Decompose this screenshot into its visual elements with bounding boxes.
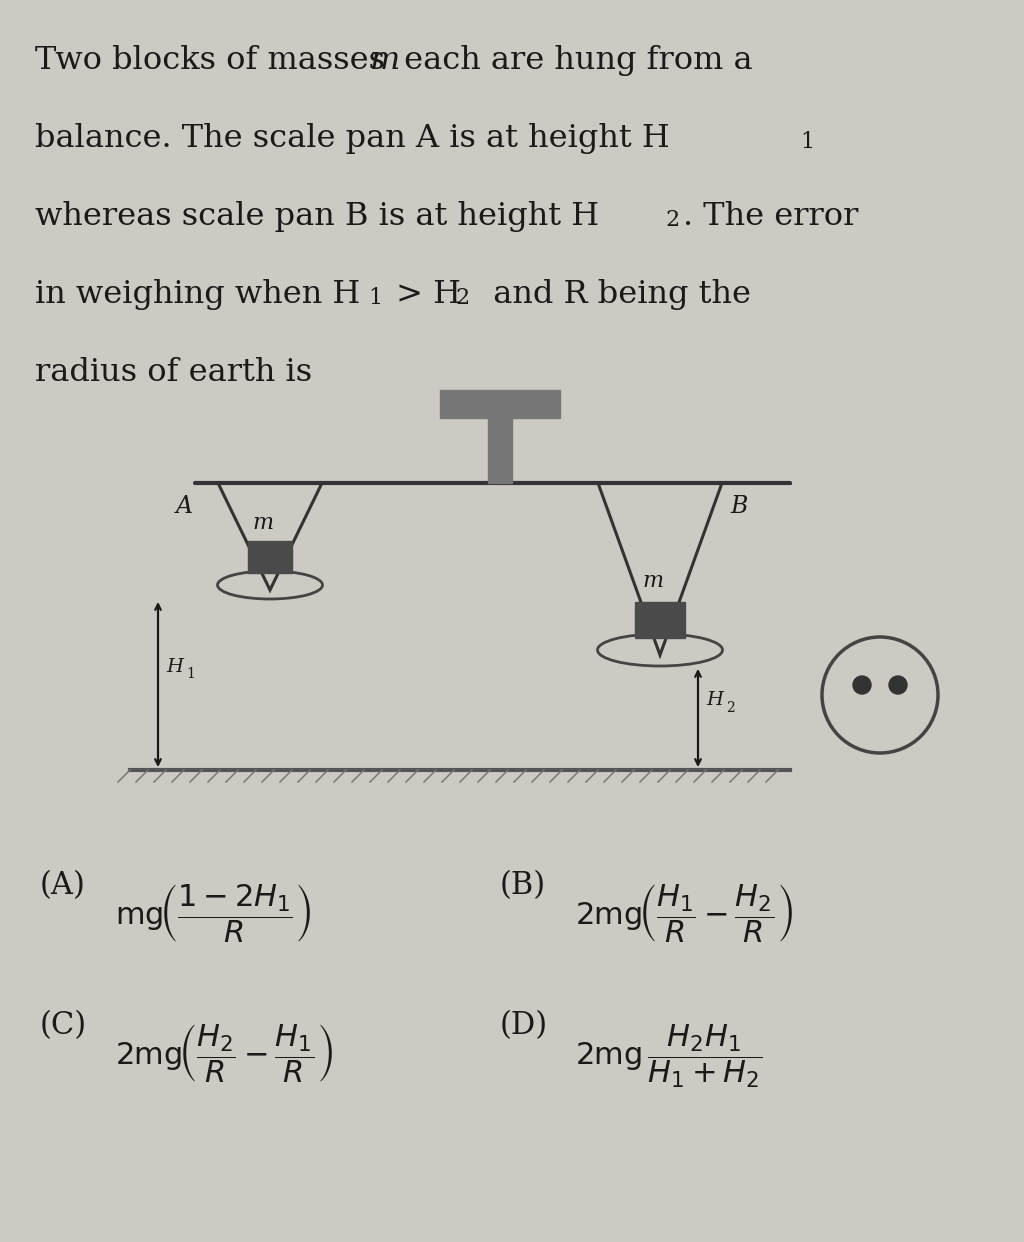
- Text: balance. The scale pan A is at height H: balance. The scale pan A is at height H: [35, 123, 670, 154]
- Text: 1: 1: [800, 130, 814, 153]
- Text: 2: 2: [455, 287, 469, 309]
- Text: whereas scale pan B is at height H: whereas scale pan B is at height H: [35, 201, 599, 232]
- Text: 2: 2: [726, 700, 735, 715]
- Text: B: B: [730, 496, 748, 518]
- Text: > H: > H: [386, 279, 461, 310]
- Text: . The error: . The error: [683, 201, 858, 232]
- Text: m: m: [642, 570, 664, 592]
- Text: H: H: [706, 691, 723, 709]
- Text: m: m: [370, 45, 400, 76]
- Text: in weighing when H: in weighing when H: [35, 279, 360, 310]
- Text: Two blocks of masses: Two blocks of masses: [35, 45, 395, 76]
- Text: each are hung from a: each are hung from a: [394, 45, 753, 76]
- Text: 2: 2: [665, 209, 679, 231]
- Text: 1: 1: [186, 667, 195, 682]
- Text: (D): (D): [500, 1010, 548, 1041]
- Text: $\mathrm{2mg}\,\dfrac{H_2H_1}{H_1+H_2}$: $\mathrm{2mg}\,\dfrac{H_2H_1}{H_1+H_2}$: [575, 1022, 762, 1089]
- Circle shape: [853, 676, 871, 694]
- Bar: [488, 419, 512, 483]
- Bar: [440, 390, 560, 419]
- Text: (A): (A): [40, 869, 86, 900]
- Text: radius of earth is: radius of earth is: [35, 356, 312, 388]
- Text: and R being the: and R being the: [473, 279, 751, 310]
- Text: (B): (B): [500, 869, 546, 900]
- Bar: [248, 542, 292, 573]
- Circle shape: [889, 676, 907, 694]
- Text: $\mathrm{mg}\!\left(\dfrac{1-2H_1}{R}\right)$: $\mathrm{mg}\!\left(\dfrac{1-2H_1}{R}\ri…: [115, 882, 311, 945]
- Text: 1: 1: [368, 287, 382, 309]
- Text: A: A: [176, 496, 193, 518]
- Text: (C): (C): [40, 1010, 87, 1041]
- Bar: [635, 602, 685, 638]
- Text: H: H: [166, 657, 183, 676]
- Text: $\mathrm{2mg}\!\left(\dfrac{H_1}{R}-\dfrac{H_2}{R}\right)$: $\mathrm{2mg}\!\left(\dfrac{H_1}{R}-\dfr…: [575, 882, 793, 945]
- Text: $\mathrm{2mg}\!\left(\dfrac{H_2}{R}-\dfrac{H_1}{R}\right)$: $\mathrm{2mg}\!\left(\dfrac{H_2}{R}-\dfr…: [115, 1022, 333, 1084]
- Text: m: m: [252, 512, 273, 534]
